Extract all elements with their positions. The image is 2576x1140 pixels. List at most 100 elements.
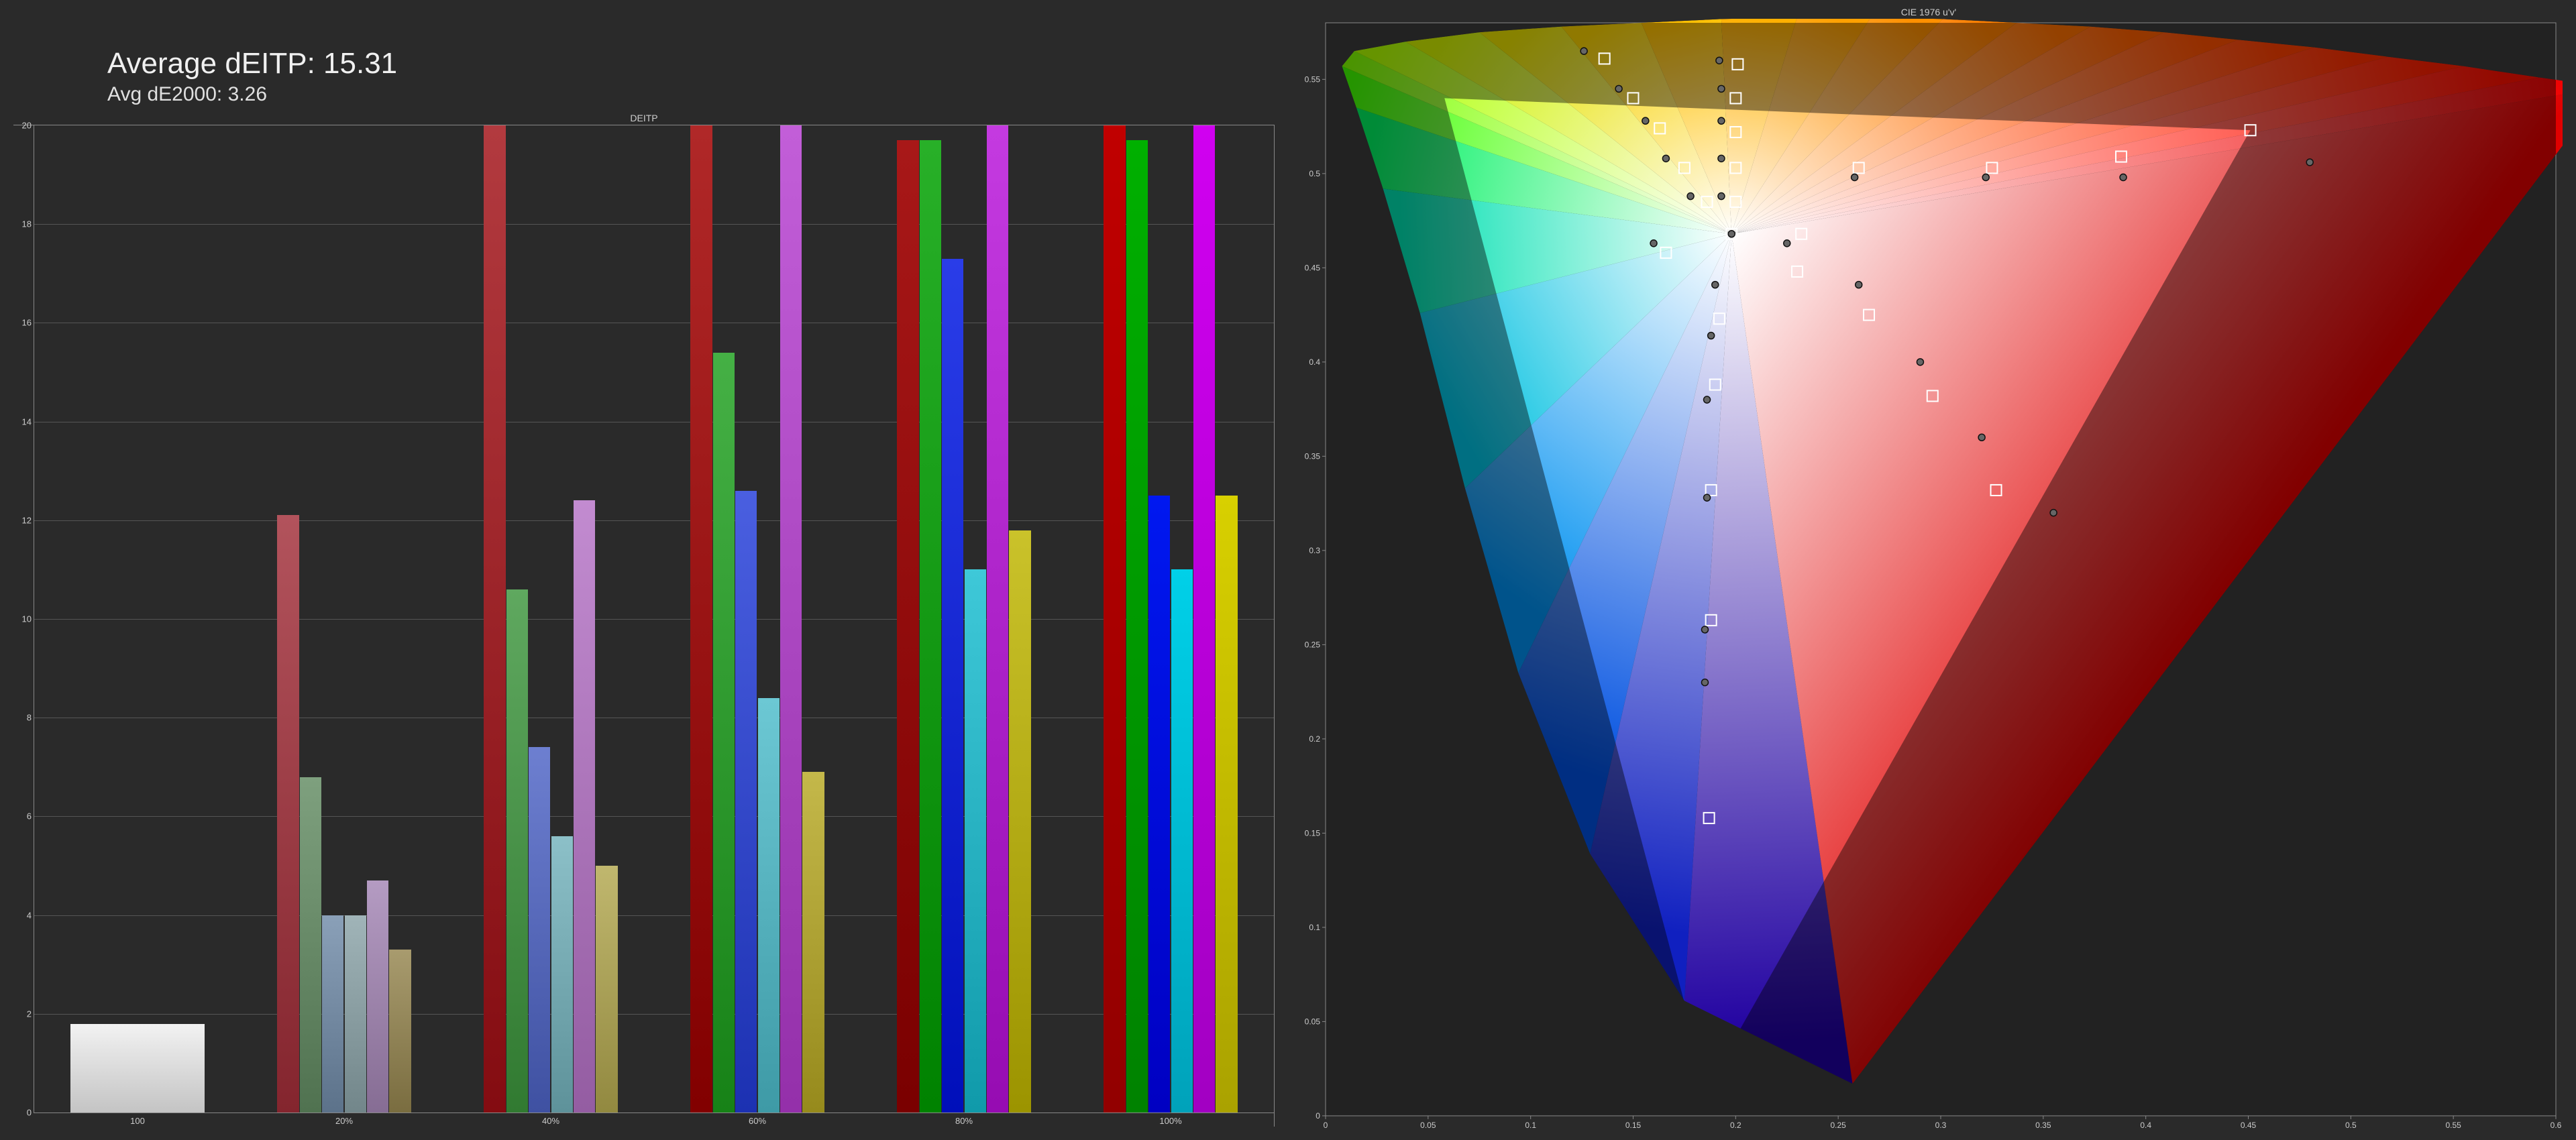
bar-chart-title: DEITP	[13, 113, 1275, 123]
bar	[551, 836, 573, 1113]
dashboard-root: Average dEITP: 15.31 Avg dE2000: 3.26 DE…	[0, 0, 2576, 1140]
bar-chart-xtick: 100%	[1159, 1116, 1181, 1126]
measured-point	[1701, 626, 1708, 633]
bar-chart-ytick: 16	[15, 318, 32, 328]
bar	[300, 777, 321, 1113]
bar-chart-ytick: 2	[15, 1009, 32, 1019]
svg-text:0.45: 0.45	[2241, 1121, 2257, 1130]
bar	[389, 950, 411, 1113]
bar	[70, 1024, 204, 1113]
measured-point	[1718, 85, 1725, 92]
bar-chart-ytick: 12	[15, 515, 32, 525]
measured-point	[1856, 282, 1862, 288]
bar	[596, 866, 617, 1113]
measured-point	[1917, 359, 1923, 365]
bar	[780, 125, 802, 1113]
bar-chart-ytick: 0	[15, 1108, 32, 1118]
measured-point	[1708, 332, 1715, 339]
svg-text:0.2: 0.2	[1309, 734, 1320, 744]
svg-text:0.15: 0.15	[1625, 1121, 1642, 1130]
measured-point	[1704, 396, 1711, 403]
cie-chart: 0 0.05 0.1 0.15 0.2 0.25 0.3 0.35 0.4 0.45 0.5 0.55…	[1295, 19, 2563, 1133]
bar	[802, 772, 824, 1113]
bar-chart-ytick: 10	[15, 614, 32, 624]
measured-point	[1784, 240, 1790, 247]
metric-secondary-label: Avg dE2000:	[107, 83, 222, 105]
svg-text:0: 0	[1316, 1111, 1320, 1121]
bar-chart-ytick: 4	[15, 910, 32, 920]
svg-text:0.35: 0.35	[1305, 451, 1321, 461]
svg-text:0.15: 0.15	[1305, 828, 1321, 838]
measured-point	[1978, 434, 1985, 441]
measured-point	[2050, 510, 2057, 516]
svg-text:0.6: 0.6	[2551, 1121, 2562, 1130]
measured-point	[1650, 240, 1657, 247]
bar	[574, 500, 595, 1113]
svg-text:0.55: 0.55	[1305, 74, 1321, 84]
bar-chart-ytick: 14	[15, 416, 32, 426]
bar	[1148, 496, 1170, 1113]
measured-point	[1718, 155, 1725, 162]
bar-chart-xtick: 100	[130, 1116, 145, 1126]
bar-chart-ytick: 8	[15, 713, 32, 723]
svg-text:0.1: 0.1	[1309, 923, 1320, 932]
bar-chart-xtick: 80%	[955, 1116, 973, 1126]
svg-text:0.25: 0.25	[1831, 1121, 1847, 1130]
bar	[1193, 125, 1215, 1113]
measured-point	[2120, 174, 2127, 180]
svg-text:0.5: 0.5	[1309, 169, 1320, 178]
bar	[1126, 140, 1148, 1113]
metric-primary: Average dEITP: 15.31	[107, 47, 1275, 80]
left-panel: Average dEITP: 15.31 Avg dE2000: 3.26 DE…	[0, 0, 1288, 1140]
bar	[987, 125, 1008, 1113]
svg-text:0.05: 0.05	[1305, 1017, 1321, 1026]
bar	[529, 747, 550, 1113]
measured-point	[1687, 193, 1694, 200]
measured-point	[1615, 85, 1622, 92]
measured-point	[1642, 117, 1649, 124]
bar	[484, 125, 505, 1113]
measured-point	[1718, 117, 1725, 124]
svg-text:0.4: 0.4	[1309, 357, 1320, 367]
svg-text:0.35: 0.35	[2035, 1121, 2051, 1130]
bar-chart-xtick: 60%	[749, 1116, 766, 1126]
svg-text:0.3: 0.3	[1935, 1121, 1947, 1130]
bar	[965, 569, 986, 1113]
metric-primary-value: 15.31	[323, 47, 397, 80]
bar	[920, 140, 941, 1113]
measured-point	[1662, 155, 1669, 162]
bar	[1009, 530, 1030, 1113]
bar	[367, 880, 388, 1113]
bar	[690, 125, 712, 1113]
metric-primary-label: Average dEITP:	[107, 47, 315, 80]
bar-chart-ytick: 18	[15, 219, 32, 229]
svg-text:0.4: 0.4	[2140, 1121, 2151, 1130]
measured-point	[1580, 48, 1587, 54]
bar	[277, 515, 299, 1113]
metric-secondary-value: 3.26	[228, 83, 267, 105]
bar-chart: 0246810121416182010020%40%60%80%100%	[13, 125, 1275, 1127]
svg-text:0.2: 0.2	[1730, 1121, 1741, 1130]
bar-chart-ytick: 20	[15, 121, 32, 131]
bar-chart-ytick: 6	[15, 811, 32, 821]
bar	[942, 259, 963, 1113]
measured-point	[1701, 679, 1708, 686]
bar	[1104, 125, 1125, 1113]
bar	[1171, 569, 1193, 1113]
svg-text:0.05: 0.05	[1420, 1121, 1436, 1130]
right-panel: CIE 1976 u'v' 0 0.05 0.1 0.15 0.2 0.25 0.3 0.35…	[1288, 0, 2576, 1140]
measured-point	[1851, 174, 1858, 180]
bar	[506, 589, 528, 1113]
measured-point	[2306, 159, 2313, 166]
svg-text:0.3: 0.3	[1309, 546, 1320, 555]
bar	[345, 915, 366, 1113]
bar	[1216, 496, 1237, 1113]
svg-text:0.1: 0.1	[1525, 1121, 1536, 1130]
measured-point	[1716, 57, 1723, 64]
svg-text:0: 0	[1324, 1121, 1328, 1130]
measured-point	[1704, 494, 1711, 501]
svg-text:0.25: 0.25	[1305, 640, 1321, 649]
bar-chart-xtick: 20%	[335, 1116, 353, 1126]
metrics-block: Average dEITP: 15.31 Avg dE2000: 3.26	[107, 47, 1275, 106]
cie-chart-title: CIE 1976 u'v'	[1295, 7, 2563, 17]
